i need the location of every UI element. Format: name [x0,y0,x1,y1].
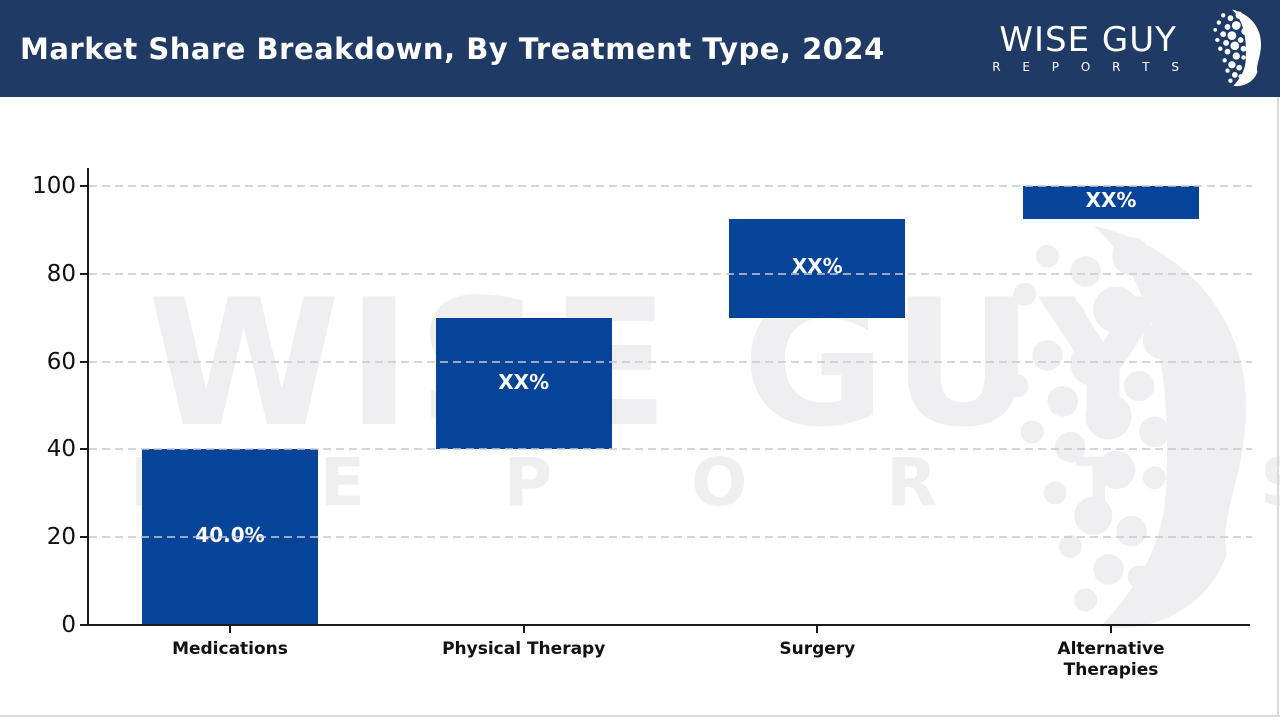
y-axis-line [87,168,89,626]
x-tick-surgery [816,626,819,633]
gridline-40 [89,448,1252,451]
y-tick-80 [80,272,88,275]
y-tick-label: 100 [32,173,76,199]
x-axis-line [87,624,1250,626]
header-bar: Market Share Breakdown, By Treatment Typ… [0,0,1280,97]
y-tick-label: 40 [46,436,76,463]
page-title: Market Share Breakdown, By Treatment Typ… [20,31,885,66]
right-divider [1277,97,1279,717]
wise-guy-reports-logo: WISE GUY R E P O R T S [988,8,1266,88]
bar-alternative-therapies: XX% [1023,186,1199,219]
watermark-text-line1: WISE GUY [147,263,1173,466]
bottom-divider [0,715,1280,717]
gridline-20 [89,536,1252,539]
x-tick-physical-therapy [522,626,525,633]
bar-value-label: XX% [1085,188,1137,213]
gridline-60 [89,360,1252,363]
x-tick-medications [229,626,231,633]
bar-value-label: 40.0% [195,523,265,548]
y-tick-label: 0 [61,612,76,638]
gridline-100 [89,185,1252,187]
logo-head-icon [1213,9,1262,87]
watermark-head-icon [995,225,1247,628]
x-tick-alternative-therapies [1110,626,1112,633]
gridline-80 [89,272,1252,275]
logo-subtitle: R E P O R T S [992,60,1188,74]
category-label-physical-therapy: Physical Therapy [442,639,606,659]
y-tick-40 [80,448,88,451]
y-tick-20 [80,536,88,539]
y-tick-label: 20 [46,524,76,551]
y-tick-label: 60 [46,348,76,375]
bar-physical-therapy: XX% [435,317,612,450]
category-label-alternative-therapies: Alternative Therapies [1057,639,1165,680]
bar-value-label: XX% [498,369,550,394]
category-label-medications: Medications [172,639,288,659]
y-tick-100 [80,185,88,187]
y-tick-label: 80 [46,260,76,287]
logo-wordmark: WISE GUY [999,20,1177,60]
logo-text: WISE GUY R E P O R T S [988,21,1188,75]
category-label-surgery: Surgery [779,639,856,659]
y-tick-0 [80,624,88,626]
bar-surgery: XX% [729,218,906,318]
y-tick-60 [80,360,88,363]
